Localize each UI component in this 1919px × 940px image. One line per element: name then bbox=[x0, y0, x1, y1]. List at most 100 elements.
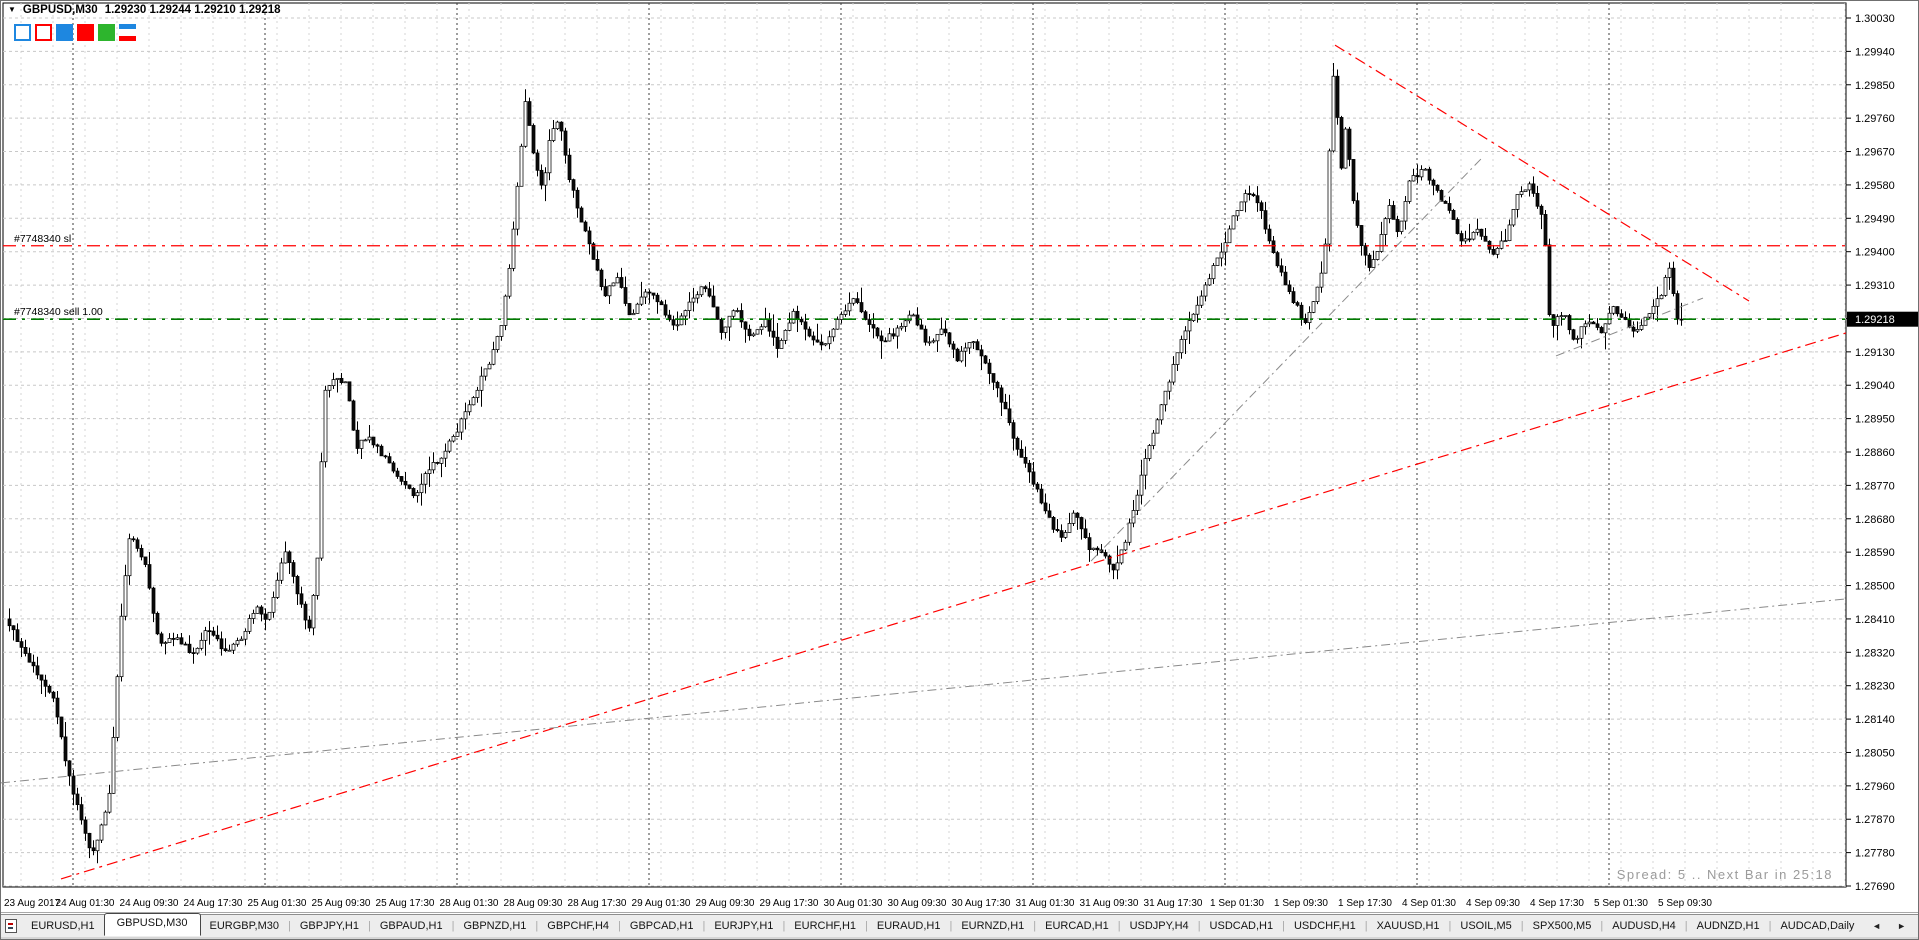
tab-divider: | bbox=[782, 920, 786, 932]
time-axis-label: 5 Sep 01:30 bbox=[1594, 898, 1648, 909]
chart-tab-eurjpy-h1[interactable]: EURJPY,H1 bbox=[714, 919, 774, 932]
price-axis-label: 1.29850 bbox=[1855, 80, 1895, 92]
tab-divider: | bbox=[702, 920, 706, 932]
time-axis-label: 24 Aug 01:30 bbox=[56, 898, 115, 909]
price-axis-label: 1.28320 bbox=[1855, 647, 1895, 659]
price-axis-label: 1.29760 bbox=[1855, 113, 1895, 125]
color-swatch-4-icon[interactable] bbox=[77, 24, 94, 41]
tab-divider: | bbox=[288, 920, 291, 932]
tab-divider: | bbox=[1197, 920, 1201, 932]
tab-divider: | bbox=[451, 920, 455, 932]
time-axis-label: 24 Aug 17:30 bbox=[184, 898, 243, 909]
chart-tab-eurchf-h1[interactable]: EURCHF,H1 bbox=[794, 919, 857, 932]
chevron-down-icon[interactable]: ▼ bbox=[8, 5, 16, 14]
chart-tab-gbpjpy-h1[interactable]: GBPJPY,H1 bbox=[299, 919, 359, 932]
chart-tab-usdchf-h1[interactable]: USDCHF,H1 bbox=[1293, 919, 1356, 932]
time-axis-label: 30 Aug 09:30 bbox=[888, 898, 947, 909]
time-axis-label: 28 Aug 01:30 bbox=[440, 898, 499, 909]
chart-tab-gbpchf-h4[interactable]: GBPCHF,H4 bbox=[547, 919, 610, 932]
plot-area[interactable] bbox=[2, 2, 1847, 888]
price-axis-label: 1.28500 bbox=[1855, 581, 1895, 593]
price-axis-label: 1.30030 bbox=[1855, 13, 1895, 25]
chart-tab-spx500-m5[interactable]: SPX500,M5 bbox=[1532, 919, 1592, 932]
tab-divider: | bbox=[1684, 920, 1688, 932]
price-chart[interactable]: 1.30030 1.29940 1.29850 1.29760 1.29670 1.295… bbox=[1, 1, 1919, 914]
time-axis-label: 1 Sep 01:30 bbox=[1210, 898, 1264, 909]
current-price-badge bbox=[1847, 311, 1918, 327]
descending-red-trendline[interactable] bbox=[1334, 44, 1750, 302]
chart-tab-eurcad-h1[interactable]: EURCAD,H1 bbox=[1045, 919, 1109, 932]
price-axis-label: 1.28410 bbox=[1855, 614, 1895, 626]
chart-tab-eurusd-h1[interactable]: EURUSD,H1 bbox=[31, 919, 95, 932]
chart-tab-usdjpy-h4[interactable]: USDJPY,H4 bbox=[1129, 919, 1189, 932]
color-swatch-2-icon[interactable] bbox=[35, 24, 52, 41]
chart-tab-euraud-h1[interactable]: EURAUD,H1 bbox=[876, 919, 941, 932]
chart-tab-bar: EURUSD,H1 GBPUSD,M30 EURGBP,M30 | GBPJPY,H1 |… bbox=[1, 913, 1918, 937]
gray-minor-trendline[interactable] bbox=[1555, 297, 1704, 357]
time-axis-label: 29 Aug 17:30 bbox=[760, 898, 819, 909]
color-swatch-5-icon[interactable] bbox=[98, 24, 115, 41]
price-axis-label: 1.27780 bbox=[1855, 848, 1895, 860]
tab-scroll-right-icon[interactable]: ► bbox=[1897, 921, 1906, 931]
chart-tab-audnzd-h1[interactable]: AUDNZD,H1 bbox=[1696, 919, 1760, 932]
price-axis-label: 1.29130 bbox=[1855, 347, 1895, 359]
tab-divider: | bbox=[618, 920, 621, 932]
gray-steep-trendline[interactable] bbox=[1090, 158, 1482, 562]
tab-scroll-arrows: ◄ ► bbox=[1872, 921, 1906, 931]
chart-tab-xauusd-h1[interactable]: XAUUSD,H1 bbox=[1376, 919, 1440, 932]
tab-scroll-left-icon[interactable]: ◄ bbox=[1872, 921, 1882, 931]
time-axis-label: 28 Aug 17:30 bbox=[568, 898, 627, 909]
chart-tab-audusd-h4[interactable]: AUDUSD,H4 bbox=[1612, 919, 1676, 932]
time-axis-label: 31 Aug 09:30 bbox=[1080, 898, 1139, 909]
candlesticks bbox=[7, 63, 1684, 864]
window-bottom-strip bbox=[1, 937, 1918, 939]
color-swatch-1-icon[interactable] bbox=[14, 24, 31, 41]
gray-channel-trendline[interactable] bbox=[1, 598, 1847, 784]
price-axis-label: 1.29940 bbox=[1855, 46, 1895, 58]
current-price-value: 1.29218 bbox=[1855, 314, 1895, 326]
time-axis-label: 30 Aug 17:30 bbox=[952, 898, 1011, 909]
chart-tab-eurgbp-m30[interactable]: EURGBP,M30 bbox=[209, 919, 280, 932]
price-axis-label: 1.29310 bbox=[1855, 280, 1895, 292]
tab-divider: | bbox=[367, 920, 371, 932]
chart-symbol-header: ▼ GBPUSD,M30 1.29230 1.29244 1.29210 1.2… bbox=[8, 4, 281, 16]
time-axis-label: 24 Aug 09:30 bbox=[120, 898, 179, 909]
chart-tab-usdcad-h1[interactable]: USDCAD,H1 bbox=[1209, 919, 1274, 932]
time-axis-label: 25 Aug 17:30 bbox=[376, 898, 435, 909]
chart-tab-gbpaud-h1[interactable]: GBPAUD,H1 bbox=[379, 919, 443, 932]
price-axis-label: 1.28770 bbox=[1855, 480, 1895, 492]
swatch-bar bbox=[119, 36, 136, 41]
price-axis-label: 1.28860 bbox=[1855, 447, 1895, 459]
active-chart-icon[interactable] bbox=[5, 919, 17, 933]
symbol-timeframe-label: GBPUSD,M30 bbox=[22, 4, 98, 16]
chart-tab-gbpusd-m30[interactable]: GBPUSD,M30 bbox=[103, 913, 201, 936]
price-axis-label: 1.28590 bbox=[1855, 547, 1895, 559]
price-axis-label: 1.27960 bbox=[1855, 781, 1895, 793]
chart-tab-audcad-daily[interactable]: AUDCAD,Daily bbox=[1780, 919, 1855, 932]
swatch-bar bbox=[119, 24, 136, 29]
sell-position-line-label: #7748340 sell 1.00 bbox=[14, 306, 103, 318]
time-axis-label: 5 Sep 09:30 bbox=[1658, 898, 1712, 909]
price-axis-label: 1.28230 bbox=[1855, 681, 1895, 693]
price-axis-label: 1.29670 bbox=[1855, 147, 1895, 159]
chart-tab-gbpcad-h1[interactable]: GBPCAD,H1 bbox=[629, 919, 694, 932]
chart-tabs: EURUSD,H1 GBPUSD,M30 EURGBP,M30 | GBPJPY,H1 |… bbox=[22, 913, 1863, 937]
color-swatch-3-icon[interactable] bbox=[56, 24, 73, 41]
time-axis-label: 31 Aug 01:30 bbox=[1016, 898, 1075, 909]
time-axis-label: 4 Sep 01:30 bbox=[1402, 898, 1456, 909]
tab-divider: | bbox=[1282, 920, 1285, 932]
color-swatch-6-icon[interactable] bbox=[119, 24, 136, 41]
price-axis-label: 1.28950 bbox=[1855, 414, 1895, 426]
tab-divider: | bbox=[1520, 920, 1524, 932]
time-axis-label: 25 Aug 01:30 bbox=[248, 898, 307, 909]
time-axis-label: 1 Sep 09:30 bbox=[1274, 898, 1328, 909]
price-axis-label: 1.29400 bbox=[1855, 247, 1895, 259]
spread-nextbar-status: Spread: 5 .. Next Bar in 25:18 bbox=[1617, 867, 1833, 882]
tab-divider: | bbox=[1600, 920, 1604, 932]
price-axis-label: 1.28680 bbox=[1855, 514, 1895, 526]
chart-tab-eurnzd-h1[interactable]: EURNZD,H1 bbox=[961, 919, 1025, 932]
chart-tab-usoil-m5[interactable]: USOIL,M5 bbox=[1460, 919, 1512, 932]
chart-tab-gbpnzd-h1[interactable]: GBPNZD,H1 bbox=[463, 919, 527, 932]
time-axis-label: 1 Sep 17:30 bbox=[1338, 898, 1392, 909]
